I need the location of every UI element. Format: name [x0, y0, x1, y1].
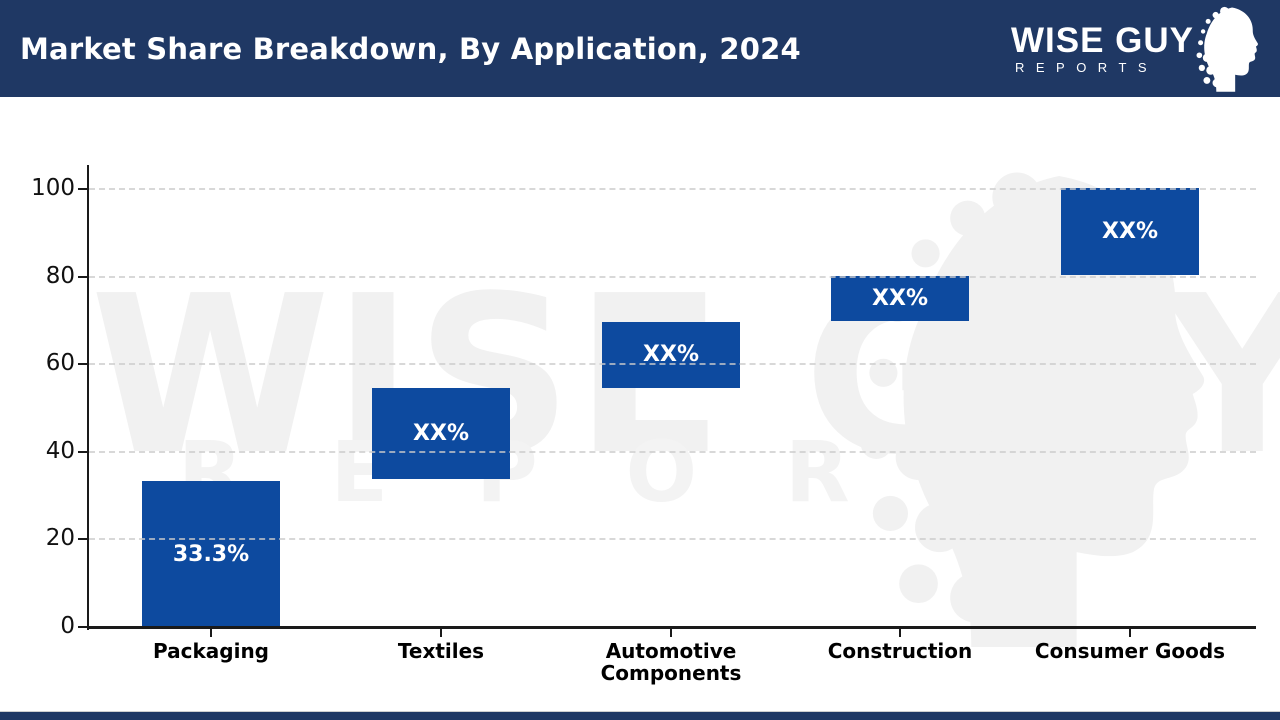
y-axis-line: [87, 165, 89, 630]
y-tick-label-20: 20: [45, 525, 75, 552]
y-tick-80: [78, 275, 87, 278]
y-tick-0: [78, 626, 87, 628]
logo-reports-text: REPORTS: [1014, 60, 1159, 75]
bar-textiles: XX%: [372, 387, 510, 479]
bar-automotive-components: XX%: [602, 322, 740, 388]
gridline-20: [89, 538, 1256, 541]
bar-consumer-goods: XX%: [1061, 187, 1199, 275]
bar-value-label: XX%: [413, 420, 469, 446]
x-axis-line: [87, 626, 1256, 629]
y-tick-label-60: 60: [45, 350, 75, 377]
y-tick-label-100: 100: [31, 175, 75, 201]
y-tick-20: [78, 538, 87, 541]
bar-value-label: XX%: [1102, 218, 1158, 244]
gridline-60: [89, 363, 1256, 366]
y-tick-100: [78, 188, 87, 190]
gridline-80: [89, 275, 1256, 278]
x-category-label: Consumer Goods: [1034, 639, 1226, 663]
x-category-label: Packaging: [153, 639, 269, 663]
gridline-40: [89, 450, 1256, 453]
bar-packaging: 33.3%: [142, 481, 280, 627]
bar-value-label: 33.3%: [172, 541, 250, 567]
y-tick-60: [78, 363, 87, 366]
x-tick-0: [210, 629, 212, 637]
y-tick-label-40: 40: [45, 437, 75, 464]
bar-construction: XX%: [831, 276, 969, 321]
x-category-label: Automotive Components: [600, 639, 742, 685]
x-tick-1: [440, 629, 442, 637]
x-tick-3: [899, 629, 901, 637]
wise-guy-logo: WISE GUY REPORTS: [1011, 5, 1280, 93]
figure-bottom-border: [0, 711, 1280, 712]
y-tick-40: [78, 450, 87, 453]
gridline-100: [89, 188, 1256, 190]
footer-bar: [0, 712, 1280, 720]
x-category-label: Textiles: [397, 639, 485, 663]
y-tick-label-80: 80: [45, 262, 75, 289]
page-title: Market Share Breakdown, By Application, …: [20, 31, 801, 66]
logo-head-icon: [1196, 6, 1258, 92]
x-tick-2: [670, 629, 672, 637]
logo-wiseguy-text: WISE GUY: [1010, 21, 1194, 60]
x-category-label: Construction: [827, 639, 973, 663]
bar-value-label: XX%: [872, 285, 928, 311]
header-banner: Market Share Breakdown, By Application, …: [0, 0, 1280, 97]
y-tick-label-0: 0: [60, 613, 75, 639]
x-tick-4: [1129, 629, 1131, 637]
